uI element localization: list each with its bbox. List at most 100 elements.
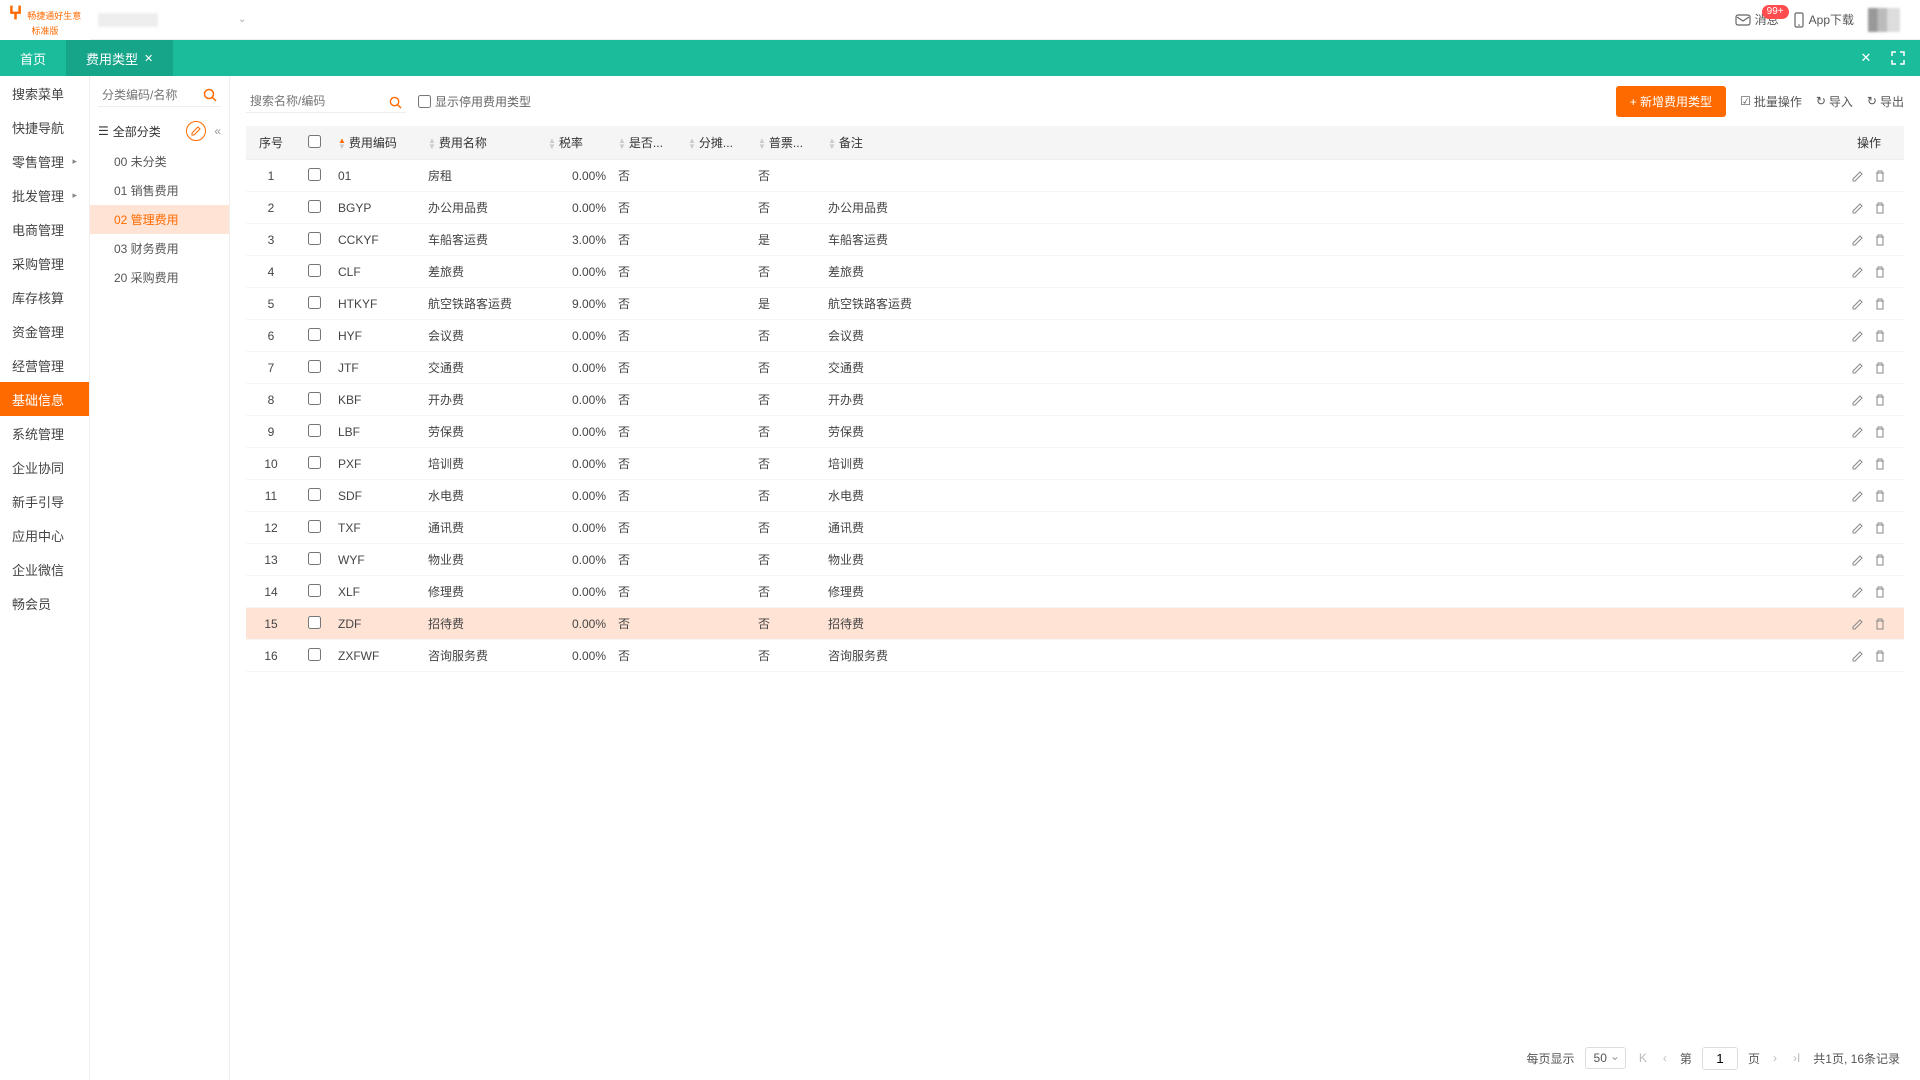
nav-item[interactable]: 畅会员 bbox=[0, 586, 89, 620]
col-flag[interactable]: ▲▼是否... bbox=[612, 126, 682, 160]
nav-item[interactable]: 采购管理 bbox=[0, 246, 89, 280]
nav-item[interactable]: 搜索菜单 bbox=[0, 76, 89, 110]
table-row[interactable]: 3 CCKYF 车船客运费 3.00% 否 是 车船客运费 bbox=[246, 224, 1904, 256]
category-item[interactable]: 01 销售费用 bbox=[90, 176, 229, 205]
delete-icon[interactable] bbox=[1874, 425, 1886, 439]
nav-item[interactable]: 电商管理 bbox=[0, 212, 89, 246]
table-row[interactable]: 2 BGYP 办公用品费 0.00% 否 否 办公用品费 bbox=[246, 192, 1904, 224]
company-selector[interactable]: ⌄ bbox=[98, 13, 246, 27]
user-avatar[interactable] bbox=[1868, 8, 1900, 32]
table-row[interactable]: 7 JTF 交通费 0.00% 否 否 交通费 bbox=[246, 352, 1904, 384]
nav-item[interactable]: 新手引导 bbox=[0, 484, 89, 518]
messages-button[interactable]: 消息 99+ bbox=[1735, 11, 1779, 28]
table-row[interactable]: 5 HTKYF 航空铁路客运费 9.00% 否 是 航空铁路客运费 bbox=[246, 288, 1904, 320]
edit-category-button[interactable] bbox=[186, 121, 206, 141]
edit-icon[interactable] bbox=[1852, 553, 1864, 567]
table-row[interactable]: 16 ZXFWF 咨询服务费 0.00% 否 否 咨询服务费 bbox=[246, 640, 1904, 672]
table-row[interactable]: 6 HYF 会议费 0.00% 否 否 会议费 bbox=[246, 320, 1904, 352]
export-button[interactable]: ↻ 导出 bbox=[1867, 93, 1904, 110]
row-checkbox[interactable] bbox=[308, 392, 321, 405]
search-icon[interactable] bbox=[389, 94, 402, 109]
delete-icon[interactable] bbox=[1874, 521, 1886, 535]
row-checkbox[interactable] bbox=[308, 200, 321, 213]
col-name[interactable]: ▲▼费用名称 bbox=[422, 126, 542, 160]
edit-icon[interactable] bbox=[1852, 617, 1864, 631]
nav-item[interactable]: 经营管理 bbox=[0, 348, 89, 382]
row-checkbox[interactable] bbox=[308, 616, 321, 629]
table-row[interactable]: 4 CLF 差旅费 0.00% 否 否 差旅费 bbox=[246, 256, 1904, 288]
nav-item[interactable]: 应用中心 bbox=[0, 518, 89, 552]
delete-icon[interactable] bbox=[1874, 649, 1886, 663]
row-checkbox[interactable] bbox=[308, 456, 321, 469]
edit-icon[interactable] bbox=[1852, 489, 1864, 503]
nav-item[interactable]: 快捷导航 bbox=[0, 110, 89, 144]
row-checkbox[interactable] bbox=[308, 360, 321, 373]
row-checkbox[interactable] bbox=[308, 648, 321, 661]
table-row[interactable]: 1 01 房租 0.00% 否 否 bbox=[246, 160, 1904, 192]
edit-icon[interactable] bbox=[1852, 649, 1864, 663]
nav-item[interactable]: 批发管理▸ bbox=[0, 178, 89, 212]
col-rate[interactable]: ▲▼税率 bbox=[542, 126, 612, 160]
nav-item[interactable]: 资金管理 bbox=[0, 314, 89, 348]
col-invoice[interactable]: ▲▼普票... bbox=[752, 126, 822, 160]
row-checkbox[interactable] bbox=[308, 552, 321, 565]
nav-item[interactable]: 系统管理 bbox=[0, 416, 89, 450]
table-row[interactable]: 12 TXF 通讯费 0.00% 否 否 通讯费 bbox=[246, 512, 1904, 544]
delete-icon[interactable] bbox=[1874, 329, 1886, 343]
close-all-button[interactable]: ✕ bbox=[1854, 46, 1878, 70]
delete-icon[interactable] bbox=[1874, 169, 1886, 183]
delete-icon[interactable] bbox=[1874, 489, 1886, 503]
row-checkbox[interactable] bbox=[308, 168, 321, 181]
app-download-button[interactable]: App下载 bbox=[1793, 11, 1854, 28]
category-item[interactable]: 00 未分类 bbox=[90, 147, 229, 176]
edit-icon[interactable] bbox=[1852, 169, 1864, 183]
table-row[interactable]: 8 KBF 开办费 0.00% 否 否 开办费 bbox=[246, 384, 1904, 416]
delete-icon[interactable] bbox=[1874, 457, 1886, 471]
category-item[interactable]: 02 管理费用 bbox=[90, 205, 229, 234]
prev-page-button[interactable]: ‹ bbox=[1660, 1051, 1670, 1065]
col-remark[interactable]: ▲▼备注 bbox=[822, 126, 1834, 160]
nav-item[interactable]: 企业协同 bbox=[0, 450, 89, 484]
add-expense-type-button[interactable]: + 新增费用类型 bbox=[1616, 86, 1726, 117]
tab-home[interactable]: 首页 bbox=[0, 40, 66, 76]
edit-icon[interactable] bbox=[1852, 329, 1864, 343]
edit-icon[interactable] bbox=[1852, 265, 1864, 279]
row-checkbox[interactable] bbox=[308, 328, 321, 341]
row-checkbox[interactable] bbox=[308, 488, 321, 501]
import-button[interactable]: ↻ 导入 bbox=[1816, 93, 1853, 110]
category-item[interactable]: 20 采购费用 bbox=[90, 263, 229, 292]
per-page-select[interactable]: 50 bbox=[1585, 1047, 1626, 1069]
delete-icon[interactable] bbox=[1874, 265, 1886, 279]
row-checkbox[interactable] bbox=[308, 424, 321, 437]
row-checkbox[interactable] bbox=[308, 232, 321, 245]
col-code[interactable]: ▲▼费用编码 bbox=[332, 126, 422, 160]
delete-icon[interactable] bbox=[1874, 393, 1886, 407]
edit-icon[interactable] bbox=[1852, 585, 1864, 599]
edit-icon[interactable] bbox=[1852, 393, 1864, 407]
table-row[interactable]: 10 PXF 培训费 0.00% 否 否 培训费 bbox=[246, 448, 1904, 480]
select-all-checkbox[interactable] bbox=[308, 135, 321, 148]
edit-icon[interactable] bbox=[1852, 521, 1864, 535]
first-page-button[interactable]: K bbox=[1636, 1051, 1650, 1065]
col-check[interactable] bbox=[296, 126, 332, 160]
table-row[interactable]: 13 WYF 物业费 0.00% 否 否 物业费 bbox=[246, 544, 1904, 576]
table-row[interactable]: 11 SDF 水电费 0.00% 否 否 水电费 bbox=[246, 480, 1904, 512]
delete-icon[interactable] bbox=[1874, 553, 1886, 567]
show-disabled-input[interactable] bbox=[418, 95, 431, 108]
page-input[interactable] bbox=[1702, 1047, 1738, 1070]
category-item[interactable]: 03 财务费用 bbox=[90, 234, 229, 263]
delete-icon[interactable] bbox=[1874, 297, 1886, 311]
last-page-button[interactable]: ›I bbox=[1790, 1051, 1803, 1065]
all-categories-label[interactable]: 全部分类 bbox=[113, 123, 161, 140]
table-row[interactable]: 14 XLF 修理费 0.00% 否 否 修理费 bbox=[246, 576, 1904, 608]
nav-item[interactable]: 库存核算 bbox=[0, 280, 89, 314]
row-checkbox[interactable] bbox=[308, 584, 321, 597]
row-checkbox[interactable] bbox=[308, 264, 321, 277]
row-checkbox[interactable] bbox=[308, 520, 321, 533]
show-disabled-checkbox[interactable]: 显示停用费用类型 bbox=[418, 93, 531, 110]
edit-icon[interactable] bbox=[1852, 297, 1864, 311]
delete-icon[interactable] bbox=[1874, 585, 1886, 599]
fullscreen-button[interactable] bbox=[1886, 46, 1910, 70]
next-page-button[interactable]: › bbox=[1770, 1051, 1780, 1065]
col-share[interactable]: ▲▼分摊... bbox=[682, 126, 752, 160]
